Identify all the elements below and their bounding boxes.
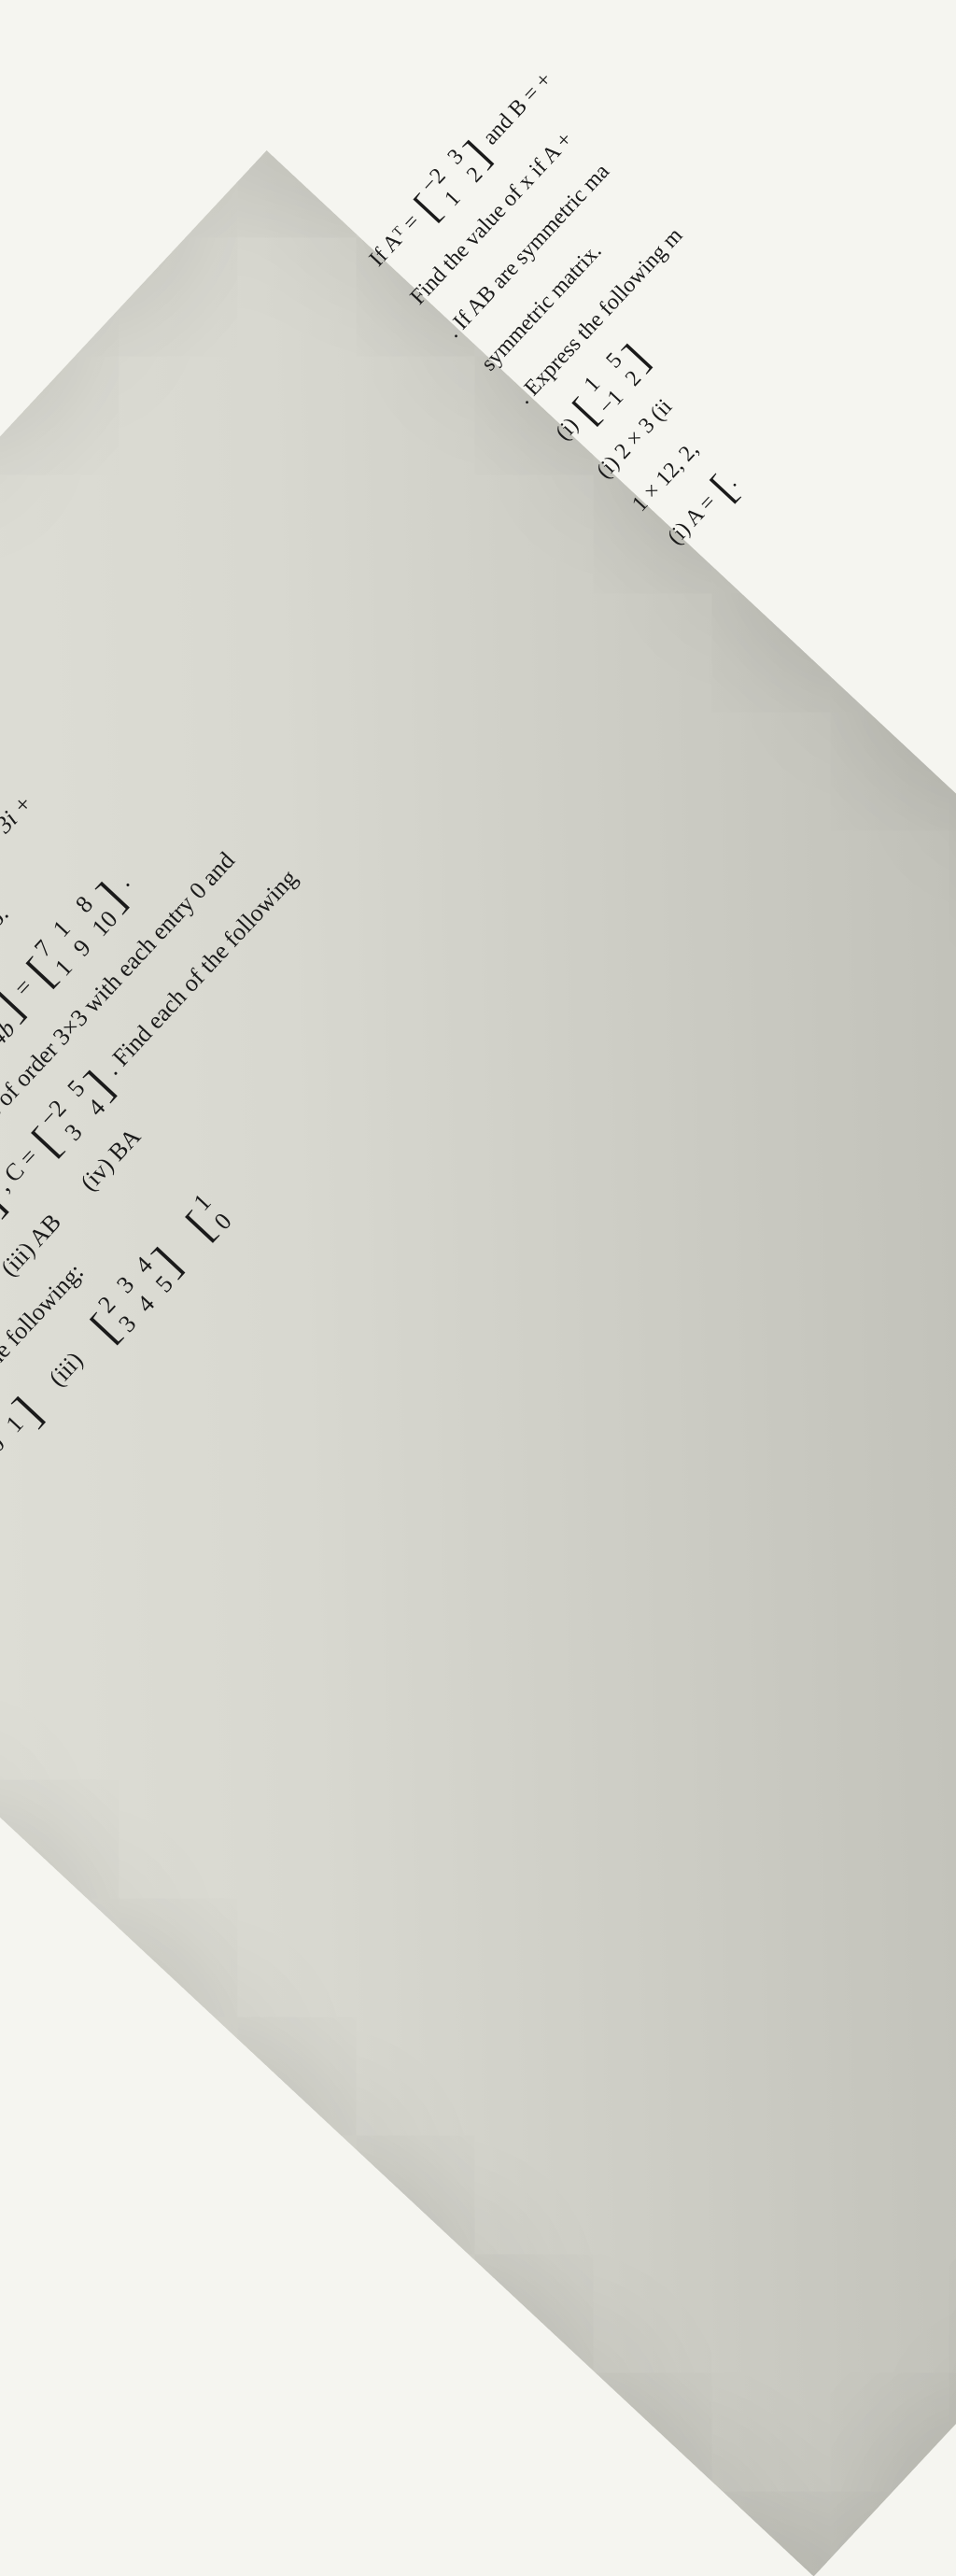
textbook-page: (ii) Write the elements a₁₁, a₁₃, a₂₂ an… xyxy=(0,150,956,2576)
matrix: [ 1 0 xyxy=(175,1185,241,1251)
matrix: [ 1 0 1 ] xyxy=(0,1392,47,1496)
